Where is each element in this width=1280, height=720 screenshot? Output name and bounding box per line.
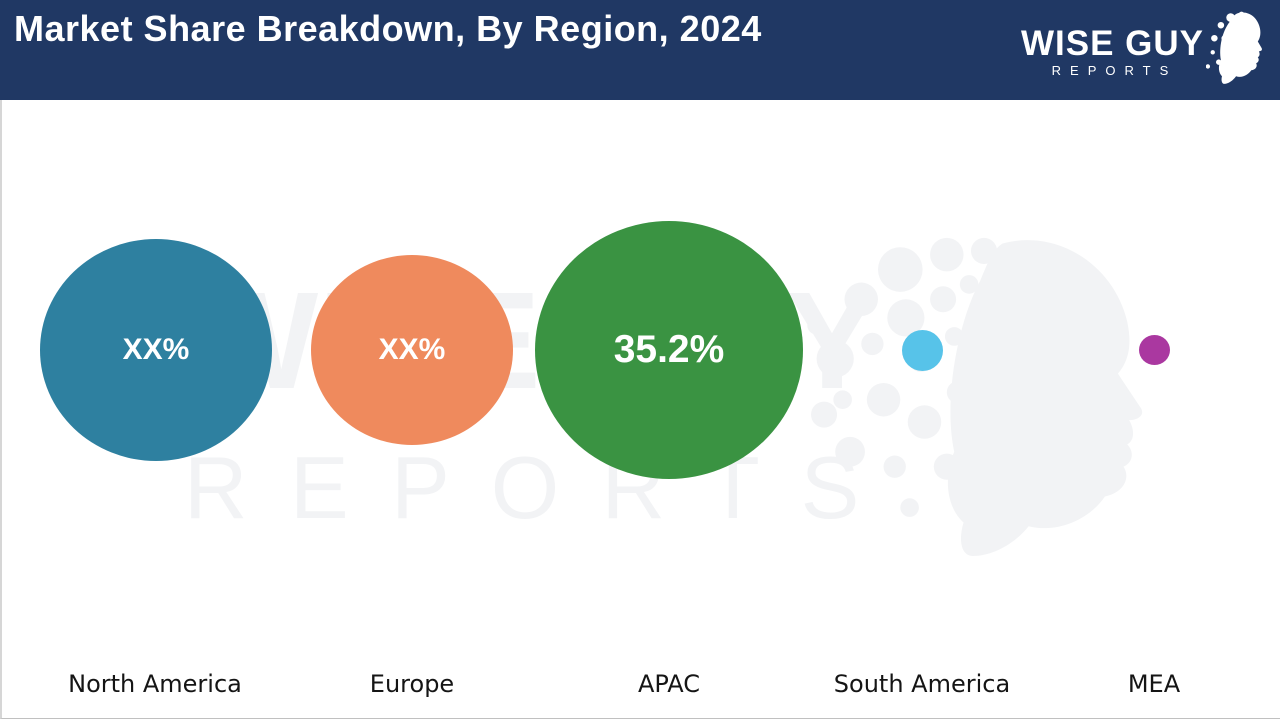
logo-head-icon bbox=[1206, 11, 1262, 84]
watermark-head-icon bbox=[807, 237, 1143, 556]
bubble-north-america: XX% bbox=[40, 239, 272, 461]
bubble-apac: 35.2% bbox=[535, 221, 803, 479]
bubble-mea bbox=[1139, 335, 1170, 365]
page-title: Market Share Breakdown, By Region, 2024 bbox=[14, 8, 762, 49]
logo-wordmark: WISE GUY REPORTS bbox=[1021, 26, 1204, 77]
category-label-apac: APAC bbox=[637, 670, 701, 698]
category-label-north-america: North America bbox=[68, 670, 242, 698]
logo-title-text: WISE GUY bbox=[1020, 24, 1204, 63]
bubble-south-america bbox=[902, 330, 943, 371]
category-label-south-america: South America bbox=[833, 670, 1011, 698]
category-label-europe: Europe bbox=[369, 670, 455, 698]
bubble-europe: XX% bbox=[311, 255, 513, 445]
chart-area: WISE GUY R E P O R T S bbox=[0, 100, 1280, 719]
wise-guy-logo: WISE GUY REPORTS bbox=[1021, 11, 1264, 86]
bubble-north-america-value: XX% bbox=[122, 333, 190, 366]
category-label-mea: MEA bbox=[1127, 670, 1181, 698]
watermark-reports-text: R E P O R T S bbox=[184, 438, 869, 537]
bubble-apac-value: 35.2% bbox=[613, 328, 725, 371]
bubble-europe-value: XX% bbox=[378, 333, 446, 366]
logo-subtitle-text: REPORTS bbox=[1051, 63, 1178, 78]
header: Market Share Breakdown, By Region, 2024 … bbox=[0, 0, 1280, 100]
